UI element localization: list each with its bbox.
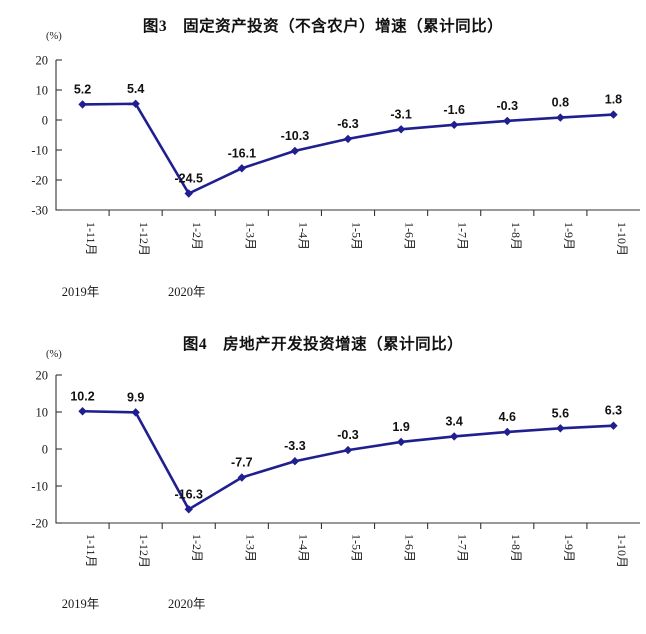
- series-line: [81, 409, 615, 511]
- x-axis-category-label: 1-4月: [296, 534, 310, 562]
- x-axis-year-group-label: 2020年: [168, 285, 206, 299]
- data-point-label: 10.2: [70, 389, 94, 403]
- x-axis-category-label: 1-10月: [615, 222, 629, 256]
- x-axis-category-label: 1-8月: [509, 222, 523, 250]
- data-point-marker: [131, 99, 140, 108]
- data-point-marker: [396, 125, 406, 134]
- x-axis-category-label: 1-7月: [456, 534, 470, 562]
- chart-title-figure-4: 图4 房地产开发投资增速（累计同比）: [182, 336, 464, 353]
- x-axis-year-group-label: 2019年: [62, 285, 100, 299]
- data-point-label: -10.3: [281, 129, 310, 143]
- data-point-label: 6.3: [605, 404, 622, 418]
- data-point-label: -1.6: [443, 103, 465, 117]
- data-point-label: 0.8: [552, 96, 569, 110]
- data-point-marker: [237, 164, 247, 173]
- data-point-marker: [556, 113, 565, 122]
- data-point-marker: [184, 189, 193, 198]
- y-axis-unit-label-top: (%): [46, 31, 62, 42]
- data-point-marker: [503, 116, 512, 126]
- chart-real-estate-investment: 图4 房地产开发投资增速（累计同比） (%) 20 10 0 -10 -20 10.2 9.…: [0, 320, 646, 634]
- x-axis-category-label: 1-3月: [243, 222, 257, 250]
- data-point-marker: [449, 432, 459, 441]
- y-axis-tick-label: -20: [31, 174, 48, 188]
- x-axis-category-label: 1-9月: [562, 222, 576, 250]
- data-point-label: -0.3: [496, 99, 518, 113]
- data-point-label: 9.9: [127, 390, 144, 404]
- data-point-label: 1.9: [392, 420, 409, 434]
- x-axis-category-label: 1-3月: [243, 534, 257, 562]
- x-axis-category-label: 1-2月: [190, 222, 204, 250]
- data-point-label: -16.3: [174, 487, 203, 501]
- data-point-label: 5.6: [552, 406, 569, 420]
- x-axis-category-label: 1-5月: [350, 534, 364, 562]
- x-axis-category-label: 1-10月: [615, 534, 629, 568]
- x-axis-category-label: 1-6月: [403, 222, 417, 250]
- data-point-label: -3.1: [390, 107, 412, 121]
- data-point-marker: [290, 146, 300, 156]
- x-axis-year-group-label: 2019年: [62, 597, 100, 611]
- y-axis-tick-label: 0: [42, 443, 48, 457]
- data-point-marker: [556, 424, 565, 433]
- data-point-marker: [290, 457, 300, 466]
- x-axis-category-label: 1-7月: [456, 222, 470, 250]
- data-point-marker: [609, 110, 618, 119]
- x-axis-category-label: 1-9月: [562, 534, 576, 562]
- y-axis-tick-label: -10: [31, 480, 48, 494]
- x-axis-year-group-label: 2020年: [168, 597, 206, 611]
- data-point-marker: [184, 505, 193, 514]
- x-axis-category-label: 1-11月: [84, 222, 98, 256]
- data-point-marker: [237, 473, 247, 482]
- data-point-label: 4.6: [499, 410, 516, 424]
- data-point-marker: [78, 407, 87, 416]
- data-point-label: 5.2: [74, 82, 91, 96]
- y-axis-tick-label: -10: [31, 144, 48, 158]
- data-point-label: -16.1: [228, 146, 257, 160]
- x-axis-category-label: 1-8月: [509, 534, 523, 562]
- y-axis-unit-label-bottom: (%): [46, 349, 62, 360]
- data-point-label: -24.5: [174, 172, 203, 186]
- data-point-label: 1.8: [605, 93, 622, 107]
- y-axis-tick-label: 20: [36, 54, 49, 68]
- data-point-marker: [78, 100, 87, 109]
- x-axis-category-label: 1-2月: [190, 534, 204, 562]
- data-point-label: -0.3: [337, 428, 359, 442]
- x-axis-category-label: 1-6月: [403, 534, 417, 562]
- chart-fixed-asset-investment: 图3 固定资产投资（不含农户）增速（累计同比） (%) 20 10 0 -10 -20 -…: [31, 18, 640, 299]
- y-axis-tick-label: -20: [31, 517, 48, 531]
- data-point-label: -3.3: [284, 439, 306, 453]
- data-point-label: -6.3: [337, 117, 359, 131]
- y-axis-tick-label: 0: [42, 114, 48, 128]
- data-point-marker: [396, 437, 406, 447]
- data-point-marker: [343, 445, 353, 455]
- x-axis-category-label: 1-5月: [350, 222, 364, 250]
- x-axis-category-label: 1-4月: [296, 222, 310, 250]
- data-point-label: 5.4: [127, 82, 144, 96]
- data-point-label: 3.4: [445, 414, 462, 428]
- plot-area-top: 20 10 0 -10 -20 -30 5.2 5.4 -24.5 -16.1 -10.3 -6.3 -…: [31, 54, 640, 299]
- y-axis-tick-label: -30: [31, 204, 48, 218]
- y-axis-tick-label: 10: [36, 406, 49, 420]
- y-axis-tick-label: 10: [36, 84, 49, 98]
- y-axis-tick-label: 20: [36, 369, 49, 383]
- plot-area-bottom: 20 10 0 -10 -20 10.2 9.9 -16.3 -7.7 -3.3 -0.3 1.9 3.…: [31, 369, 640, 611]
- data-point-marker: [503, 427, 512, 437]
- data-point-marker: [449, 120, 459, 129]
- data-point-marker: [343, 134, 353, 144]
- data-point-marker: [131, 408, 140, 417]
- data-point-label: -7.7: [231, 455, 253, 469]
- chart-title-figure-3: 图3 固定资产投资（不含农户）增速（累计同比）: [142, 18, 504, 35]
- x-axis-category-label: 1-11月: [84, 534, 98, 568]
- data-point-marker: [609, 421, 618, 430]
- x-axis-category-label: 1-12月: [137, 534, 151, 568]
- x-axis-category-label: 1-12月: [137, 222, 151, 256]
